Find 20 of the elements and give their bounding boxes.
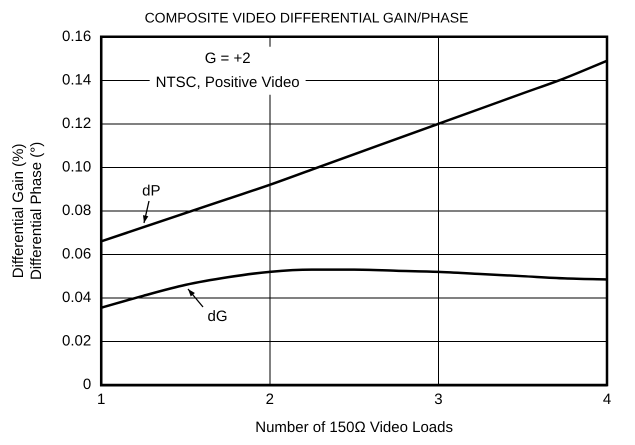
y-tick-label: 0.06: [62, 246, 92, 263]
annotation: G = +2: [204, 50, 251, 67]
y-tick-label: 0.12: [62, 114, 92, 132]
x-tick-label: 4: [602, 391, 612, 408]
y-tick-label: 0.02: [62, 332, 92, 350]
x-tick-label: 1: [97, 391, 106, 408]
legend-label: dG: [207, 308, 228, 326]
y-tick-label: 0: [82, 376, 92, 394]
series-label: dP: [142, 182, 161, 200]
annotation: NTSC, Positive Video: [156, 74, 300, 91]
y-tick-label: 0.04: [62, 289, 92, 306]
y-tick-label: 0.16: [62, 28, 92, 45]
x-axis-title: Number of 150Ω Video Loads: [255, 419, 453, 436]
y-tick-label: 0.08: [62, 202, 92, 220]
y-tick-label: 0.10: [62, 158, 92, 176]
y-axis-title: Differential Gain (%) Differential Phase (°): [10, 142, 46, 280]
x-tick-label: 3: [434, 391, 443, 408]
chart-title: COMPOSITE VIDEO DIFFERENTIAL GAIN/PHASE: [144, 9, 468, 26]
y-tick-label: 0.14: [62, 71, 92, 88]
x-tick-label: 2: [266, 391, 274, 408]
